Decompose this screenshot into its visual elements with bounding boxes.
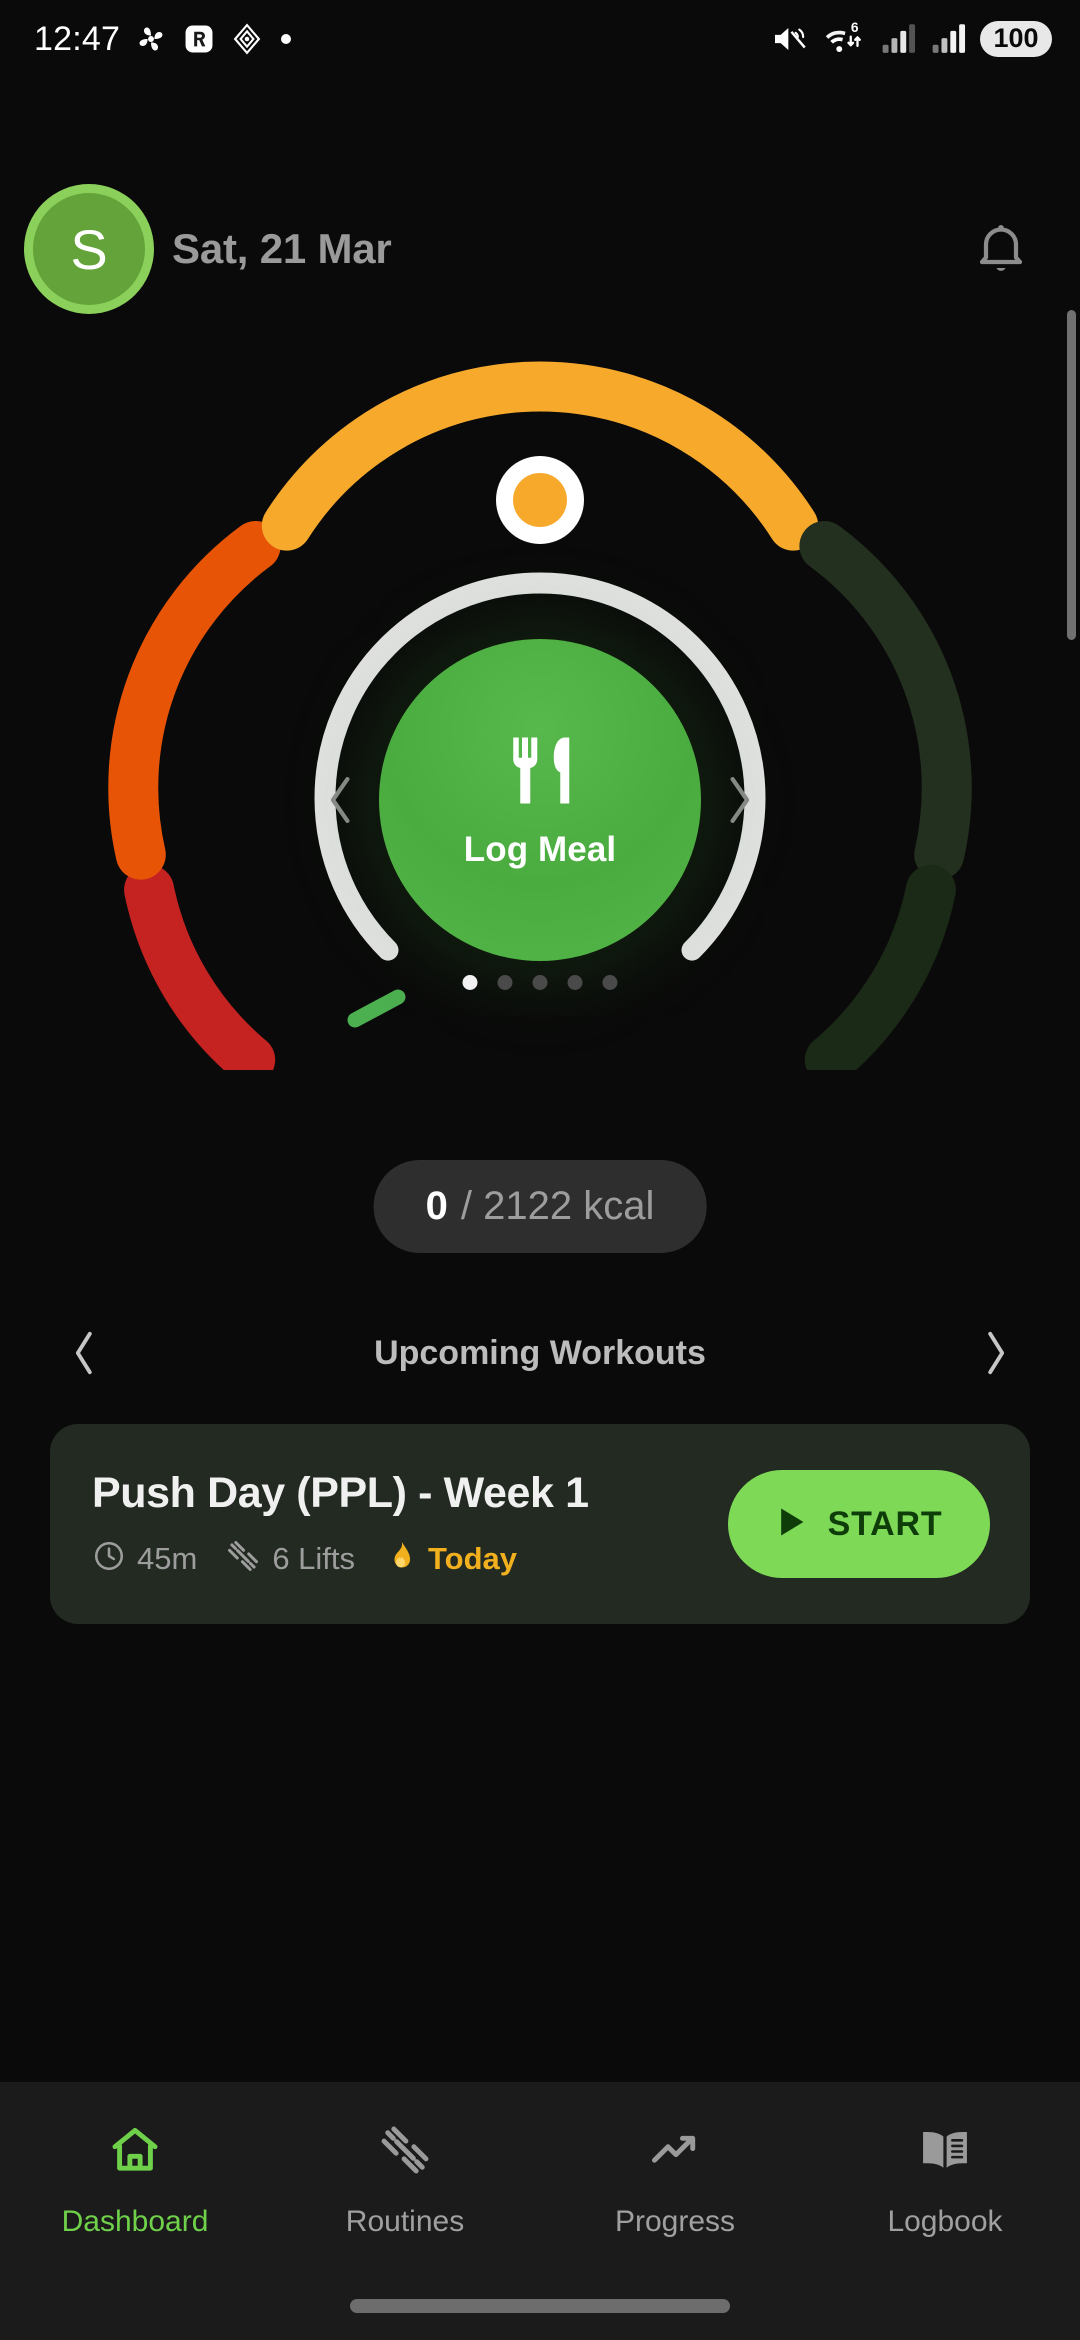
workout-duration-text: 45m <box>137 1540 198 1576</box>
signal-1-icon <box>880 21 918 57</box>
workout-when: Today <box>383 1539 517 1578</box>
bottom-navigation: Dashboard Routines Progress <box>0 2082 1080 2340</box>
nav-item-logbook[interactable]: Logbook <box>810 2122 1080 2239</box>
nav-label-progress: Progress <box>614 2205 736 2238</box>
clock-icon <box>92 1539 126 1578</box>
workouts-next-button[interactable] <box>970 1319 1020 1387</box>
section-title: Upcoming Workouts <box>374 1333 706 1372</box>
calorie-current: 0 <box>425 1184 448 1228</box>
avatar[interactable]: S <box>24 184 154 314</box>
progress-tick <box>347 989 406 1028</box>
upcoming-workouts-header: Upcoming Workouts <box>0 1310 1080 1396</box>
log-meal-button[interactable]: Log Meal <box>379 639 701 961</box>
workout-when-text: Today <box>428 1540 518 1576</box>
dot-icon <box>278 31 294 47</box>
scrollbar-thumb[interactable] <box>1067 310 1076 640</box>
wifi-6-icon: 6 <box>822 19 868 59</box>
workout-lifts-text: 6 Lifts <box>272 1540 356 1576</box>
bell-icon <box>971 217 1031 282</box>
nav-item-progress[interactable]: Progress <box>540 2122 810 2239</box>
log-meal-label: Log Meal <box>463 829 617 869</box>
avatar-initial: S <box>33 193 145 305</box>
inner-progress-ring <box>314 572 766 961</box>
workouts-prev-button[interactable] <box>60 1319 110 1387</box>
workout-meta: 45m 6 Lifts <box>92 1538 728 1579</box>
nav-label-routines: Routines <box>345 2205 465 2238</box>
workout-duration: 45m <box>92 1539 197 1578</box>
workout-card[interactable]: Push Day (PPL) - Week 1 45m <box>50 1424 1030 1624</box>
nav-label-logbook: Logbook <box>887 2205 1003 2238</box>
arc-segment-dark-green-lower <box>804 864 956 1070</box>
gauge-next-button[interactable] <box>718 771 760 829</box>
arc-segment-dark-green-upper <box>799 521 972 880</box>
gauge-prev-button[interactable] <box>320 771 362 829</box>
gauge-marker-core <box>513 473 567 527</box>
calorie-goal: / 2122 kcal <box>460 1184 655 1228</box>
calorie-gauge: Log Meal <box>0 330 1080 1070</box>
calorie-summary[interactable]: 0 / 2122 kcal <box>373 1160 707 1253</box>
start-button-label: START <box>827 1504 943 1543</box>
signal-2-icon <box>930 21 968 57</box>
notifications-button[interactable] <box>962 210 1040 288</box>
nav-item-dashboard[interactable]: Dashboard <box>0 2122 270 2239</box>
status-bar: 12:47 <box>0 0 1080 78</box>
nav-item-routines[interactable]: Routines <box>270 2122 540 2239</box>
fork-knife-icon <box>501 731 579 816</box>
status-bar-left: 12:47 <box>34 20 294 59</box>
diamond-icon <box>230 22 264 56</box>
carousel-dot[interactable] <box>462 975 478 990</box>
dumbbell-icon <box>377 2122 433 2183</box>
book-icon <box>917 2122 973 2183</box>
flame-icon <box>383 1539 417 1578</box>
nav-label-dashboard: Dashboard <box>61 2205 209 2238</box>
home-icon <box>107 2122 163 2183</box>
svg-text:6: 6 <box>851 20 859 35</box>
arc-segment-amber <box>261 361 819 551</box>
header-date: Sat, 21 Mar <box>172 225 392 272</box>
status-clock: 12:47 <box>34 19 121 58</box>
play-icon <box>776 1505 808 1544</box>
carousel-dots <box>462 975 618 990</box>
arc-segment-red <box>124 864 276 1070</box>
fan-icon <box>134 22 168 56</box>
start-workout-button[interactable]: START <box>728 1470 990 1578</box>
gauge-arcs <box>108 361 972 1070</box>
workout-info: Push Day (PPL) - Week 1 45m <box>92 1469 728 1579</box>
carousel-dot[interactable] <box>602 975 618 990</box>
status-bar-right: 6 10 <box>770 19 1052 59</box>
app-r-icon <box>182 22 216 56</box>
workout-lifts: 6 Lifts <box>225 1538 355 1579</box>
home-indicator[interactable] <box>350 2299 730 2313</box>
mute-icon <box>770 19 810 59</box>
workout-title: Push Day (PPL) - Week 1 <box>92 1469 589 1517</box>
carousel-dot[interactable] <box>532 975 548 990</box>
arc-segment-orange <box>108 521 281 880</box>
carousel-dot[interactable] <box>567 975 583 990</box>
trending-up-icon <box>647 2122 703 2183</box>
app-header: S Sat, 21 Mar <box>0 182 1080 316</box>
carousel-dot[interactable] <box>497 975 513 990</box>
battery-indicator: 100 <box>980 20 1052 58</box>
dumbbell-icon <box>225 1538 261 1579</box>
